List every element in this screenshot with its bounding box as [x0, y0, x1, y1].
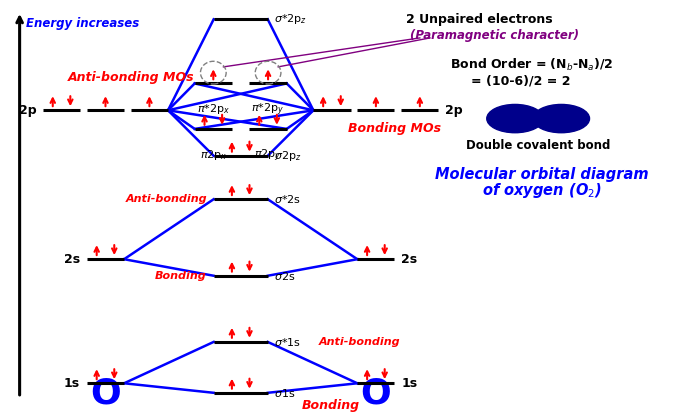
Text: Bonding MOs: Bonding MOs	[348, 122, 441, 135]
Ellipse shape	[527, 111, 550, 127]
Text: $\sigma$*2s: $\sigma$*2s	[274, 193, 301, 205]
Text: O: O	[361, 376, 391, 410]
Text: $\sigma$2s: $\sigma$2s	[274, 270, 296, 282]
Text: 2s: 2s	[401, 253, 418, 266]
Text: 2p: 2p	[18, 104, 36, 117]
Text: Energy increases: Energy increases	[26, 17, 140, 30]
Text: $\sigma$1s: $\sigma$1s	[274, 387, 296, 399]
Text: Bonding: Bonding	[155, 271, 207, 281]
Text: of oxygen (O$_2$): of oxygen (O$_2$)	[481, 181, 602, 200]
Text: 2 Unpaired electrons: 2 Unpaired electrons	[406, 13, 553, 26]
Text: $\pi$*2p$_x$: $\pi$*2p$_x$	[197, 102, 230, 116]
Text: (Paramagnetic character): (Paramagnetic character)	[409, 29, 579, 42]
Text: $\sigma$*1s: $\sigma$*1s	[274, 336, 301, 348]
Text: Anti-bonding: Anti-bonding	[318, 337, 400, 347]
Text: Bond Order = (N$_b$-N$_a$)/2: Bond Order = (N$_b$-N$_a$)/2	[450, 57, 613, 73]
Ellipse shape	[533, 105, 589, 133]
Text: $\pi$2p$_y$: $\pi$2p$_y$	[254, 147, 282, 164]
Text: $\sigma$2p$_z$: $\sigma$2p$_z$	[274, 149, 302, 163]
Text: O: O	[90, 376, 121, 410]
Text: 1s: 1s	[401, 377, 418, 390]
Text: 2s: 2s	[64, 253, 80, 266]
Text: Bonding: Bonding	[301, 399, 360, 412]
Text: Molecular orbital diagram: Molecular orbital diagram	[435, 167, 648, 182]
Text: 2p: 2p	[445, 104, 463, 117]
Text: $\pi$2p$_x$: $\pi$2p$_x$	[200, 147, 227, 161]
Text: = (10-6)/2 = 2: = (10-6)/2 = 2	[471, 75, 570, 88]
Text: $\pi$*2p$_y$: $\pi$*2p$_y$	[251, 102, 285, 118]
Text: Anti-bonding: Anti-bonding	[125, 194, 207, 204]
Ellipse shape	[487, 105, 543, 133]
Text: 1s: 1s	[64, 377, 80, 390]
Text: Anti-bonding MOs: Anti-bonding MOs	[69, 71, 195, 84]
Text: $\sigma$*2p$_z$: $\sigma$*2p$_z$	[274, 12, 308, 26]
Text: Double covalent bond: Double covalent bond	[466, 139, 610, 152]
